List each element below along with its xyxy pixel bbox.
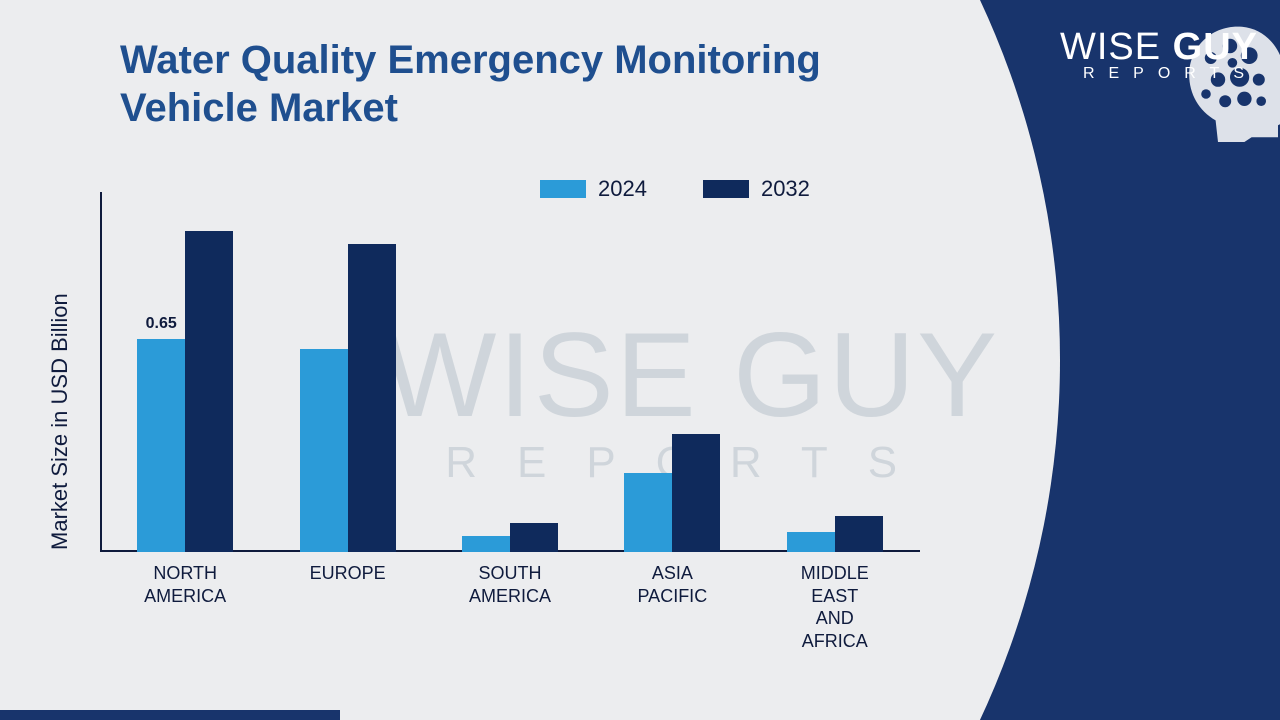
bar-2024: [624, 473, 672, 552]
bar-2032: [835, 516, 883, 552]
category-label: EUROPE: [278, 562, 418, 672]
brand-word2: GUY: [1173, 26, 1258, 68]
category-label: NORTH AMERICA: [115, 562, 255, 672]
bar-2024: [462, 536, 510, 552]
bar-2032: [348, 244, 396, 552]
brand-sub: REPORTS: [1060, 65, 1258, 83]
bottom-accent-bar: [0, 710, 340, 720]
chart-canvas: WISE GUY REPORTS Water Quality Emergency…: [0, 0, 1280, 720]
bar-2024: [787, 532, 835, 552]
bar-groups: 0.65: [100, 192, 920, 552]
category-label: ASIA PACIFIC: [602, 562, 742, 672]
chart-title: Water Quality Emergency Monitoring Vehic…: [120, 36, 880, 132]
bar-group: 0.65: [137, 231, 233, 552]
bar-2024: [300, 349, 348, 552]
bar-2032: [510, 523, 558, 552]
bar-2032: [185, 231, 233, 552]
bar-group: [300, 244, 396, 552]
bar-2032: [672, 434, 720, 552]
bar-group: [462, 523, 558, 552]
y-axis-label: Market Size in USD Billion: [47, 293, 73, 550]
brand-word1: WISE: [1060, 26, 1161, 68]
category-labels: NORTH AMERICAEUROPESOUTH AMERICAASIA PAC…: [100, 556, 920, 672]
plot-area: Market Size in USD Billion 0.65 NORTH AM…: [100, 192, 920, 672]
bar-group: [624, 434, 720, 552]
category-label: MIDDLE EAST AND AFRICA: [765, 562, 905, 672]
brand-logo-text: WISE GUY REPORTS: [1060, 26, 1258, 83]
bar-group: [787, 516, 883, 552]
category-label: SOUTH AMERICA: [440, 562, 580, 672]
bar-value-label: 0.65: [137, 315, 185, 333]
bar-2024: 0.65: [137, 339, 185, 552]
